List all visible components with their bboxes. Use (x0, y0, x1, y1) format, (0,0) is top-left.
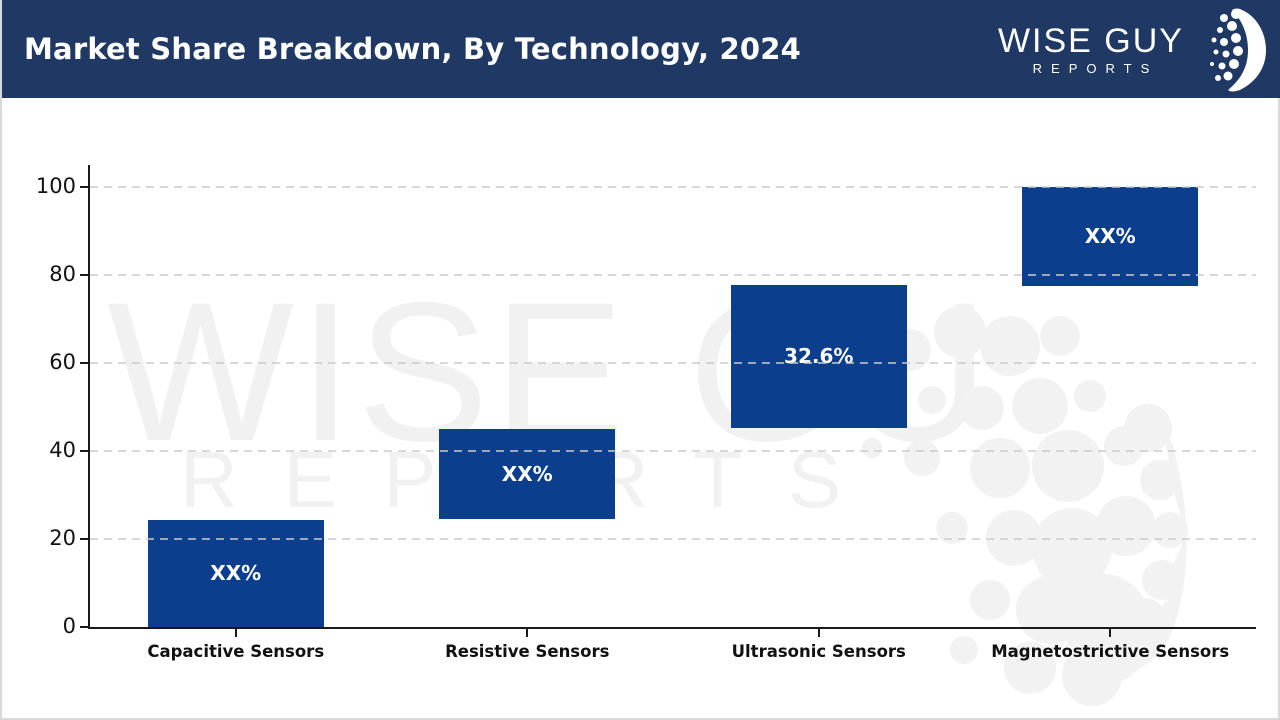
x-tick-mark (234, 629, 237, 637)
x-axis-line (88, 627, 1256, 629)
bar-ultrasonic-sensors: 32.6% (730, 284, 907, 429)
y-tick-label: 0 (62, 614, 76, 638)
gridline (90, 450, 1256, 452)
x-category-label: Capacitive Sensors (147, 642, 325, 661)
y-tick-label: 40 (49, 438, 76, 462)
y-tick-mark (80, 450, 88, 452)
y-tick-mark (80, 186, 88, 188)
brand-name: WISE GUY (997, 21, 1184, 60)
x-category-label: Magnetostrictive Sensors (991, 642, 1230, 661)
bar-value-label: 32.6% (784, 344, 854, 369)
bar-value-label: XX% (210, 561, 262, 586)
y-tick-label: 20 (49, 526, 76, 550)
brand-face-icon (1210, 8, 1266, 92)
y-tick-mark (80, 362, 88, 364)
gridline (90, 186, 1256, 188)
x-tick-mark (526, 629, 529, 637)
bar-value-label: XX% (1084, 224, 1136, 249)
x-category-label: Resistive Sensors (445, 642, 610, 661)
bar-value-label: XX% (501, 462, 553, 487)
y-axis-line (88, 165, 90, 629)
chart-plot-area: WISE GU REPORTS 020406080100XX%Capacitiv… (2, 98, 1280, 720)
page-title: Market Share Breakdown, By Technology, 2… (24, 32, 802, 66)
bar-resistive-sensors: XX% (439, 429, 616, 519)
gridline (90, 362, 1256, 364)
header-bar: Market Share Breakdown, By Technology, 2… (2, 0, 1280, 98)
y-tick-label: 100 (35, 174, 76, 198)
brand-logo-text: WISE GUY REPORTS (998, 24, 1184, 75)
x-tick-mark (1109, 629, 1112, 637)
watermark-face-icon (794, 306, 1188, 706)
y-tick-mark (80, 538, 88, 540)
x-tick-mark (817, 629, 820, 637)
y-tick-label: 80 (49, 262, 76, 286)
brand-subtitle: REPORTS (1032, 60, 1159, 76)
gridline (90, 538, 1256, 540)
brand-logo: WISE GUY REPORTS (998, 6, 1280, 92)
y-tick-mark (80, 626, 88, 628)
gridline (90, 274, 1256, 276)
y-tick-label: 60 (49, 350, 76, 374)
y-tick-mark (80, 274, 88, 276)
bar-capacitive-sensors: XX% (147, 519, 324, 627)
x-category-label: Ultrasonic Sensors (731, 642, 906, 661)
bar-magnetostrictive-sensors: XX% (1022, 187, 1199, 286)
